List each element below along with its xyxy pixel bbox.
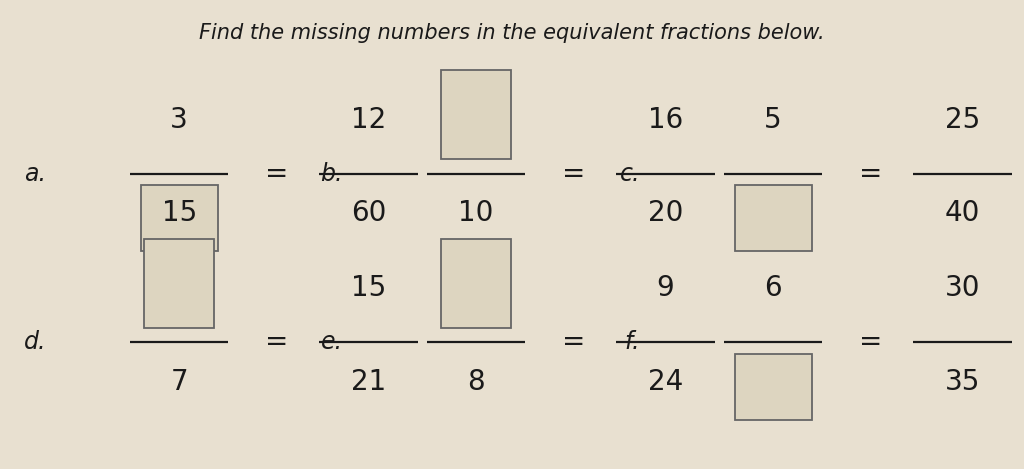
Text: 16: 16 xyxy=(648,106,683,134)
Text: =: = xyxy=(562,328,585,356)
FancyBboxPatch shape xyxy=(735,185,811,251)
Text: 15: 15 xyxy=(351,274,386,303)
Text: 5: 5 xyxy=(764,106,782,134)
Text: f.: f. xyxy=(625,330,640,355)
Text: 20: 20 xyxy=(648,199,683,227)
Text: 12: 12 xyxy=(351,106,386,134)
Text: 40: 40 xyxy=(945,199,980,227)
Text: 8: 8 xyxy=(467,368,485,396)
Text: 3: 3 xyxy=(170,106,188,134)
FancyBboxPatch shape xyxy=(735,354,811,420)
Text: =: = xyxy=(265,159,288,188)
Text: =: = xyxy=(859,159,882,188)
Text: c.: c. xyxy=(620,161,640,186)
Text: 9: 9 xyxy=(656,274,675,303)
FancyBboxPatch shape xyxy=(441,70,511,159)
Text: 60: 60 xyxy=(351,199,386,227)
Text: 21: 21 xyxy=(351,368,386,396)
Text: 24: 24 xyxy=(648,368,683,396)
Text: 7: 7 xyxy=(170,368,188,396)
Text: d.: d. xyxy=(24,330,46,355)
Text: =: = xyxy=(562,159,585,188)
Text: 25: 25 xyxy=(945,106,980,134)
Text: Find the missing numbers in the equivalent fractions below.: Find the missing numbers in the equivale… xyxy=(200,23,824,43)
Text: e.: e. xyxy=(322,330,343,355)
FancyBboxPatch shape xyxy=(441,239,511,328)
Text: 10: 10 xyxy=(459,199,494,227)
Text: =: = xyxy=(859,328,882,356)
FancyBboxPatch shape xyxy=(140,185,217,251)
Text: 30: 30 xyxy=(945,274,980,303)
Text: 35: 35 xyxy=(945,368,980,396)
Text: 6: 6 xyxy=(764,274,782,303)
FancyBboxPatch shape xyxy=(144,239,214,328)
Text: =: = xyxy=(265,328,288,356)
Text: a.: a. xyxy=(25,161,46,186)
Text: b.: b. xyxy=(321,161,343,186)
Text: 15: 15 xyxy=(162,199,197,227)
